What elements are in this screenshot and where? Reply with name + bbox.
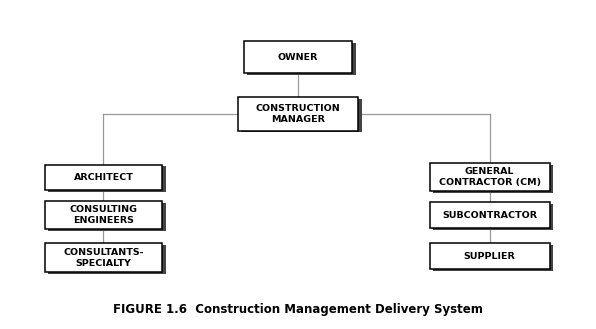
FancyBboxPatch shape bbox=[433, 165, 553, 193]
FancyBboxPatch shape bbox=[45, 243, 162, 272]
Text: FIGURE 1.6  Construction Management Delivery System: FIGURE 1.6 Construction Management Deliv… bbox=[113, 303, 483, 316]
Text: SUPPLIER: SUPPLIER bbox=[464, 252, 516, 261]
Text: OWNER: OWNER bbox=[278, 53, 318, 62]
FancyBboxPatch shape bbox=[238, 97, 358, 131]
Text: CONSTRUCTION
MANAGER: CONSTRUCTION MANAGER bbox=[256, 104, 340, 124]
FancyBboxPatch shape bbox=[48, 203, 166, 231]
FancyBboxPatch shape bbox=[247, 43, 356, 75]
Text: GENERAL
CONTRACTOR (CM): GENERAL CONTRACTOR (CM) bbox=[439, 167, 541, 187]
FancyBboxPatch shape bbox=[45, 164, 162, 190]
FancyBboxPatch shape bbox=[48, 166, 166, 192]
FancyBboxPatch shape bbox=[430, 202, 550, 228]
Text: CONSULTANTS-
SPECIALTY: CONSULTANTS- SPECIALTY bbox=[63, 248, 144, 268]
FancyBboxPatch shape bbox=[244, 41, 352, 73]
FancyBboxPatch shape bbox=[430, 243, 550, 269]
FancyBboxPatch shape bbox=[241, 99, 362, 133]
FancyBboxPatch shape bbox=[430, 163, 550, 191]
Text: ARCHITECT: ARCHITECT bbox=[73, 173, 134, 182]
FancyBboxPatch shape bbox=[433, 204, 553, 230]
FancyBboxPatch shape bbox=[433, 245, 553, 271]
Text: CONSULTING
ENGINEERS: CONSULTING ENGINEERS bbox=[70, 205, 138, 225]
Text: SUBCONTRACTOR: SUBCONTRACTOR bbox=[442, 211, 537, 219]
FancyBboxPatch shape bbox=[45, 201, 162, 229]
FancyBboxPatch shape bbox=[48, 245, 166, 274]
